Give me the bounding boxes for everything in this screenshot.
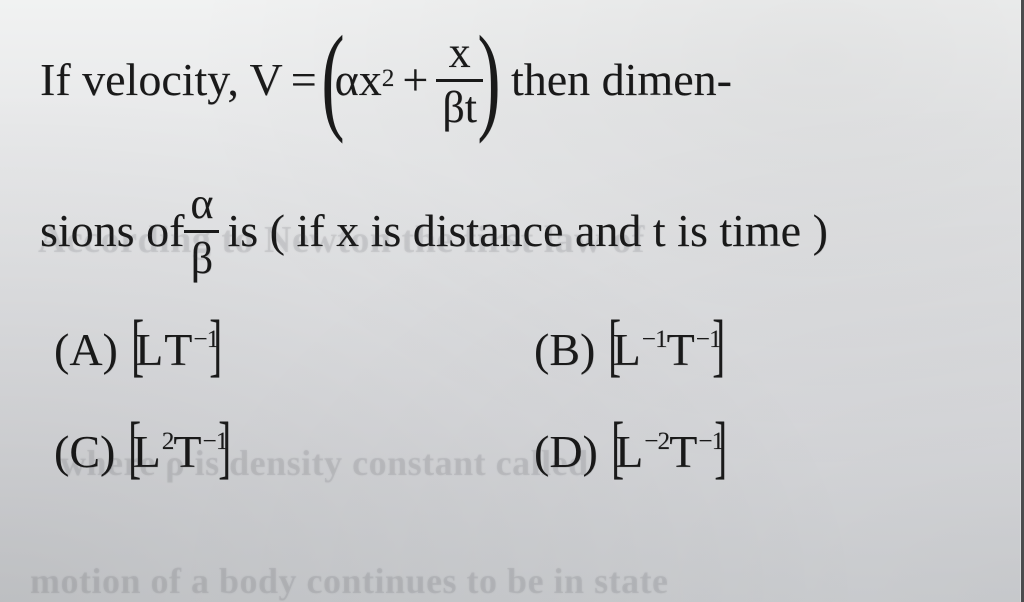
ghost-text-3: motion of a body continues to be in stat…: [30, 560, 669, 602]
q-line2-b: is ( if x is distance and t is time ): [227, 207, 827, 255]
bracket-open: [: [131, 318, 144, 374]
option-d[interactable]: (D) [ L−2T−1 ]: [534, 423, 984, 479]
ratio-den: β: [185, 237, 219, 281]
option-a[interactable]: (A) [ LT−1 ]: [54, 321, 504, 377]
option-c-dim: L2T−1: [133, 425, 228, 478]
q-prefix: If velocity, V: [40, 56, 283, 104]
bracket-close: ]: [210, 318, 223, 374]
bracket-open: [: [609, 318, 622, 374]
frac-num: x: [443, 31, 477, 75]
option-b-label: (B): [534, 323, 595, 376]
bracket-close: ]: [714, 420, 727, 476]
open-paren: (: [321, 24, 344, 132]
bracket-close: ]: [712, 318, 725, 374]
frac-den: βt: [436, 86, 483, 130]
option-a-label: (A): [54, 323, 118, 376]
option-a-dim: LT−1: [135, 323, 218, 376]
x-power: 2: [382, 65, 395, 92]
q-line2-a: sions of: [40, 207, 184, 255]
options-grid: (A) [ LT−1 ] (B) [ L−1T−1 ] (C) [ L2T−1 …: [40, 321, 984, 479]
option-c-label: (C): [54, 425, 115, 478]
bracket-close: ]: [219, 420, 232, 476]
q-suffix-1: then dimen-: [511, 56, 732, 104]
option-d-label: (D): [534, 425, 598, 478]
question-line-2: sions of α β is ( if x is distance and t…: [40, 182, 984, 281]
option-b[interactable]: (B) [ L−1T−1 ]: [534, 321, 984, 377]
plus-sign: +: [402, 56, 428, 104]
ratio-num: α: [184, 182, 219, 226]
option-c[interactable]: (C) [ L2T−1 ]: [54, 423, 504, 479]
x-var: x: [359, 56, 382, 104]
bracket-open: [: [129, 420, 142, 476]
page: According to Newton the first law of whe…: [0, 0, 1024, 602]
option-d-dim: L−2T−1: [615, 425, 723, 478]
question-line-1: If velocity, V = ( α x 2 + x βt ) then d…: [40, 26, 984, 134]
frac-bar: [436, 79, 483, 82]
fraction-x-over-beta-t: x βt: [436, 31, 483, 130]
option-b-dim: L−1T−1: [613, 323, 721, 376]
bracket-open: [: [611, 420, 624, 476]
ratio-bar: [184, 230, 219, 233]
close-paren: ): [477, 24, 500, 132]
equals-sign: =: [291, 56, 317, 104]
fraction-alpha-over-beta: α β: [184, 182, 219, 281]
